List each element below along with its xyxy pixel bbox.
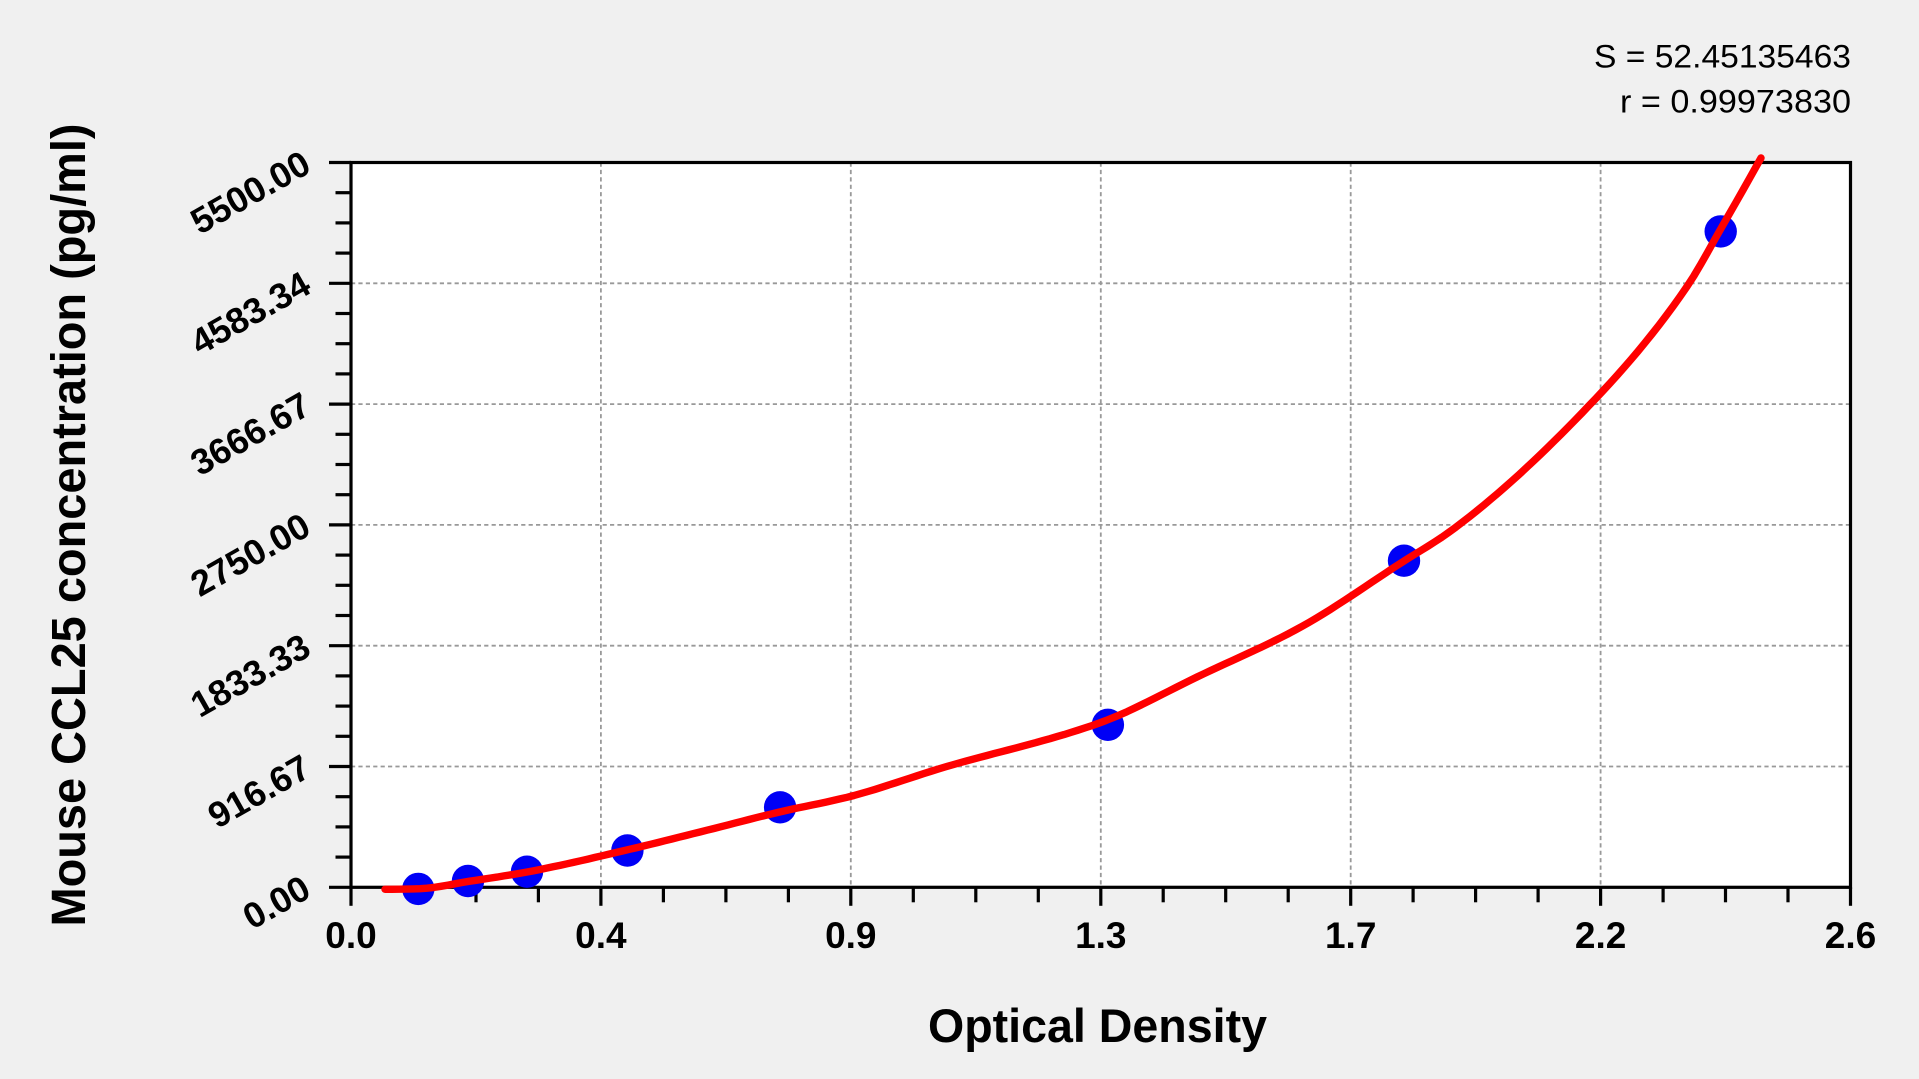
svg-text:S = 52.45135463: S = 52.45135463 [1594,39,1851,75]
svg-text:1.3: 1.3 [1075,915,1126,956]
svg-text:Optical Density: Optical Density [928,999,1267,1052]
svg-text:0.9: 0.9 [825,915,876,956]
svg-text:Mouse CCL25 concentration (pg/: Mouse CCL25 concentration (pg/ml) [43,124,96,927]
svg-text:0.4: 0.4 [575,915,627,956]
svg-text:0.0: 0.0 [325,915,376,956]
svg-text:2.6: 2.6 [1825,915,1876,956]
svg-text:2.2: 2.2 [1575,915,1626,956]
svg-text:1.7: 1.7 [1325,915,1376,956]
svg-text:r = 0.99973830: r = 0.99973830 [1620,84,1851,120]
